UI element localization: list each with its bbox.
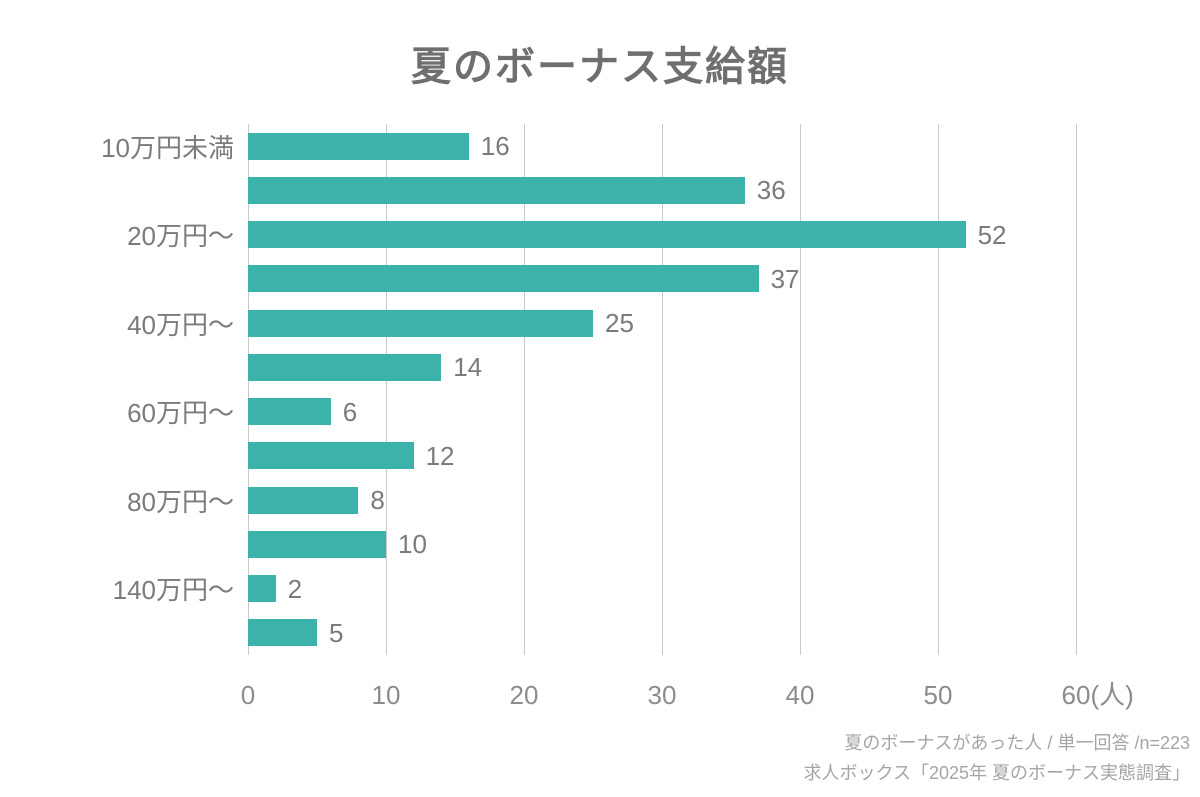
- bar: [248, 309, 593, 337]
- bar-row: 10: [248, 522, 1076, 566]
- gridline-10: [385, 124, 387, 655]
- bar-value-label: 2: [287, 573, 303, 604]
- bar-value-label: 12: [425, 440, 455, 471]
- x-tick-label-50: 50: [924, 681, 953, 710]
- bar-row: 5: [248, 611, 1076, 655]
- y-axis-label: 60万円～: [127, 398, 234, 429]
- x-tick-label-20: 20: [510, 681, 539, 710]
- gridline-0: [248, 124, 249, 655]
- source-note-line2: 求人ボックス「2025年 夏のボーナス実態調査」: [803, 763, 1190, 783]
- bar-row: 16: [248, 124, 1076, 168]
- bar-value-label: 10: [397, 529, 427, 560]
- bar: [248, 353, 442, 381]
- bar-row: 25: [248, 301, 1076, 345]
- bar: [248, 132, 469, 160]
- bar-value-label: 36: [756, 175, 786, 206]
- bar-value-label: 25: [605, 308, 634, 339]
- x-tick-label-40: 40: [786, 681, 815, 710]
- y-axis-label: 80万円～: [127, 486, 234, 517]
- bar-row: 36: [248, 168, 1076, 212]
- source-note: 夏のボーナスがあった人 / 単一回答 /n=223 求人ボックス「2025年 夏…: [803, 728, 1190, 788]
- bar-value-label: 5: [328, 617, 344, 648]
- bar: [248, 221, 966, 249]
- x-tick-label-10: 10: [372, 681, 401, 710]
- x-tick-value: 0: [240, 680, 256, 710]
- bar-row: 12: [248, 434, 1076, 478]
- bar-row: 37: [248, 257, 1076, 301]
- y-axis-label: 10万円未満: [101, 132, 234, 163]
- chart-title: 夏のボーナス支給額: [411, 45, 789, 89]
- bar-value-label: 8: [370, 485, 385, 516]
- bar-value-label: 6: [342, 396, 358, 427]
- y-axis-label: 140万円～: [112, 575, 234, 606]
- bar-row: 6: [248, 390, 1076, 434]
- bar: [248, 265, 759, 293]
- source-note-line1: 夏のボーナスがあった人 / 単一回答 /n=223: [844, 733, 1190, 753]
- gridline-50: [938, 124, 939, 655]
- gridline-20: [523, 124, 525, 655]
- gridline-60: [1076, 124, 1077, 655]
- gridline-30: [662, 124, 663, 655]
- x-tick-value: 30: [647, 680, 677, 710]
- x-tick-label-60: 60 (人): [1061, 680, 1134, 710]
- x-tick-value: 20: [509, 680, 539, 710]
- bar-value-label: 37: [770, 263, 800, 294]
- y-axis-label: 20万円～: [127, 221, 234, 252]
- x-axis-unit: (人): [1090, 680, 1134, 710]
- bar: [248, 575, 276, 603]
- x-tick-label-30: 30: [648, 681, 677, 710]
- bar: [248, 486, 359, 514]
- x-tick-value: 10: [371, 680, 401, 710]
- bar-row: 52: [248, 213, 1076, 257]
- bar-chart: 0 10 20 30 40 50 60 (人) 16 10万円未満 36 52 20万円～ 37 25 40万…: [101, 124, 1134, 709]
- bar-row: 8: [248, 478, 1076, 522]
- bar: [248, 442, 414, 470]
- x-tick-value: 60: [1061, 680, 1091, 710]
- bar-value-label: 14: [453, 352, 483, 383]
- x-tick-value: 50: [923, 680, 953, 710]
- x-tick-label-0: 0: [241, 681, 255, 710]
- y-axis-label: 40万円～: [127, 309, 234, 340]
- bar: [248, 619, 317, 647]
- bar-value-label: 16: [480, 131, 510, 162]
- bar: [248, 398, 331, 426]
- bar-row: 2: [248, 567, 1076, 611]
- x-tick-value: 40: [785, 680, 815, 710]
- bar: [248, 530, 386, 558]
- gridline-40: [799, 124, 801, 655]
- bar-value-label: 52: [977, 219, 1007, 250]
- bar-row: 14: [248, 345, 1076, 389]
- bar: [248, 176, 745, 204]
